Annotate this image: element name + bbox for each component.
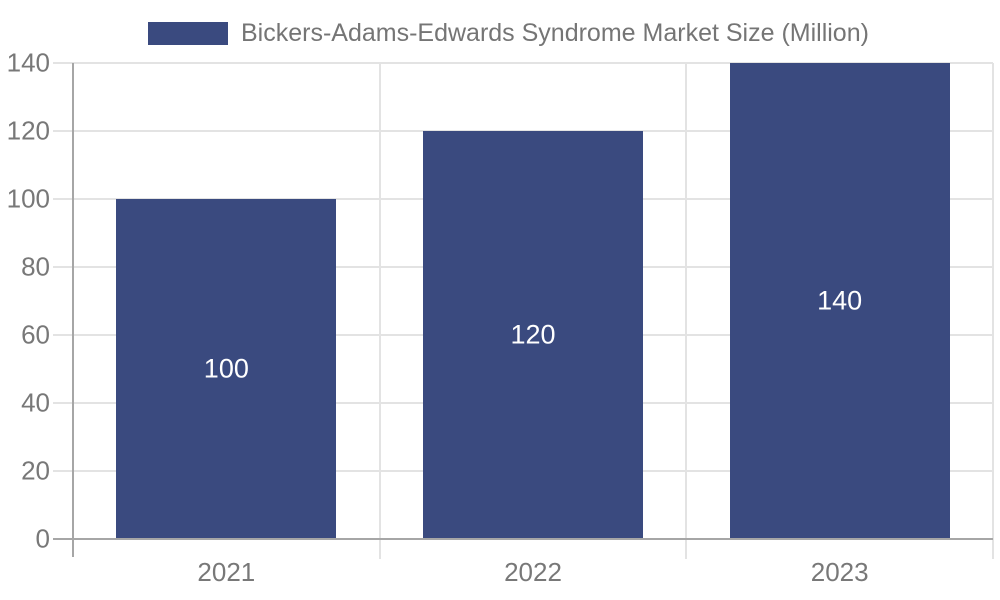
y-tick-label: 100 — [6, 183, 50, 214]
bar-2022 — [423, 131, 643, 539]
bar-2021 — [116, 199, 337, 539]
x-gridline — [992, 63, 994, 559]
x-axis-line — [53, 538, 993, 540]
y-tick-label: 120 — [6, 115, 50, 146]
y-tick-label: 40 — [21, 387, 50, 418]
x-tick-label: 2022 — [504, 557, 562, 587]
y-tick-label: 80 — [21, 251, 50, 282]
bar-value-label: 120 — [510, 319, 556, 350]
y-tick-label: 60 — [21, 319, 50, 350]
y-tick-label: 140 — [6, 47, 50, 78]
bar-value-label: 140 — [817, 285, 863, 316]
legend: Bickers-Adams-Edwards Syndrome Market Si… — [148, 20, 869, 47]
x-tick-label: 2023 — [810, 557, 869, 587]
y-tick-label: 0 — [35, 523, 50, 554]
x-gridline — [685, 63, 688, 559]
x-tick-label: 2021 — [197, 557, 256, 587]
y-gridline — [53, 62, 993, 64]
bar-value-label: 100 — [203, 353, 249, 384]
legend-swatch — [148, 22, 228, 45]
plot-area: 0 20 40 60 80 100 120 140 100 2021 120 2022 140 2023 — [7, 48, 994, 587]
y-tick-label: 20 — [21, 455, 50, 486]
x-gridline — [378, 63, 381, 559]
y-axis-line — [72, 63, 74, 557]
legend-series-label: Bickers-Adams-Edwards Syndrome Market Si… — [241, 19, 869, 47]
bar-2023 — [729, 63, 950, 539]
